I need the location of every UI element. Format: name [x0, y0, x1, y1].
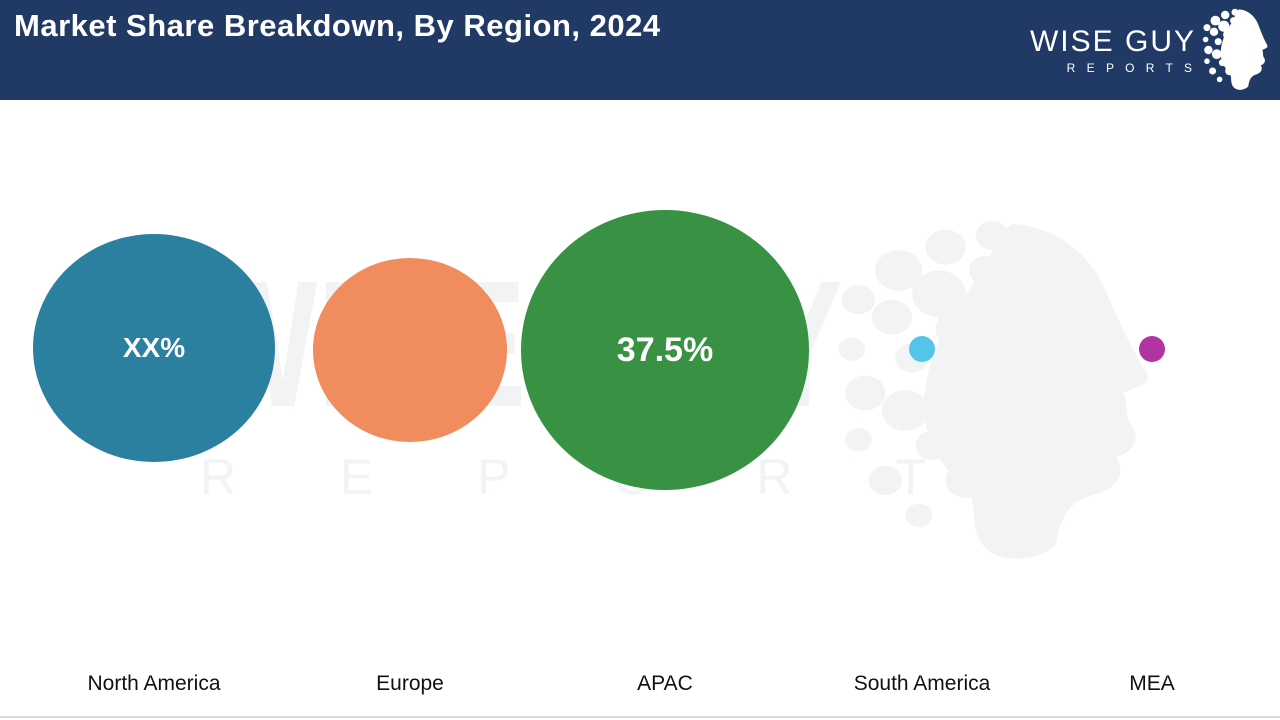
axis-label-north-america: North America [87, 672, 221, 695]
axis-label-apac: APAC [637, 672, 693, 695]
logo-text: WISE GUY R E P O R T S [1029, 24, 1196, 75]
axis-label-mea: MEA [1129, 672, 1175, 695]
bubble-chart: WISE GUY R E P O R T S XX%37.5% North Am… [0, 100, 1280, 720]
header-bar: Market Share Breakdown, By Region, 2024 … [0, 0, 1280, 100]
face-logo-icon [1202, 8, 1268, 90]
bubble-south-america [909, 336, 935, 362]
wise-guy-logo: WISE GUY R E P O R T S [1030, 8, 1270, 92]
bubble-value-apac: 37.5% [616, 330, 714, 369]
bubble-europe [313, 258, 507, 442]
logo-wordmark: WISE GUY [1029, 24, 1196, 58]
page-title: Market Share Breakdown, By Region, 2024 [14, 8, 661, 43]
bubble-value-north-america: XX% [122, 332, 186, 363]
axis-label-europe: Europe [376, 672, 444, 695]
logo-subtext: R E P O R T S [1066, 60, 1196, 75]
axis-label-south-america: South America [853, 672, 991, 695]
chart-baseline [0, 716, 1280, 718]
bubble-mea [1139, 336, 1165, 362]
watermark-face-icon [838, 220, 1148, 559]
bubble-apac: 37.5% [521, 210, 809, 490]
bubble-north-america: XX% [33, 234, 275, 462]
